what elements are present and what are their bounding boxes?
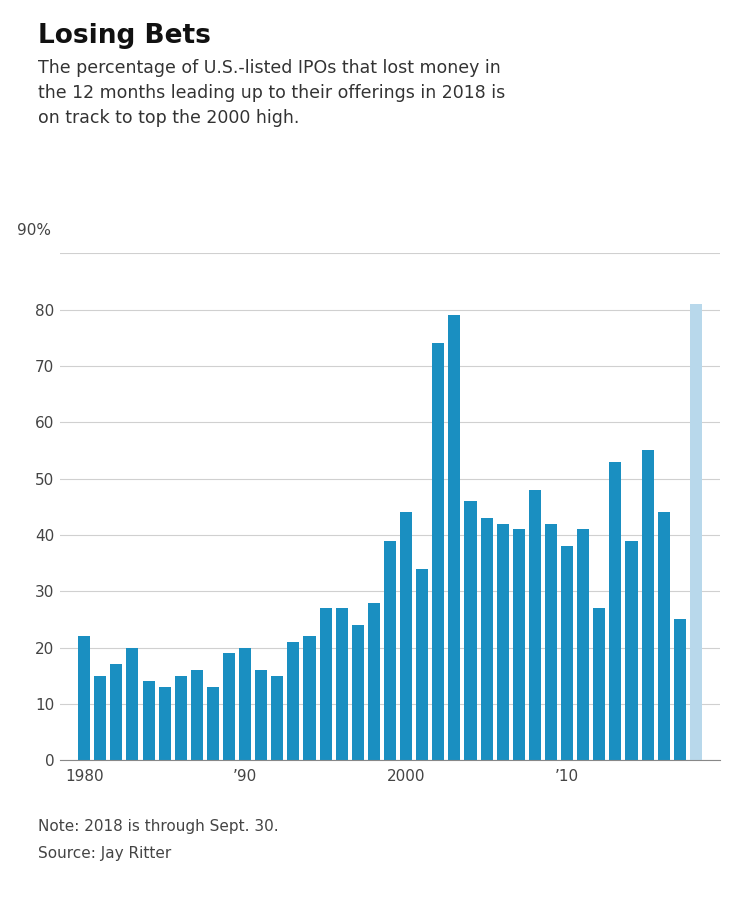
Bar [239, 648, 251, 760]
Bar [578, 529, 590, 760]
Bar [513, 529, 525, 760]
Bar [481, 518, 493, 760]
Text: 90%: 90% [17, 224, 51, 238]
Text: Note: 2018 is through Sept. 30.: Note: 2018 is through Sept. 30. [38, 819, 278, 834]
Bar [626, 540, 638, 760]
Bar [529, 490, 541, 760]
Bar [94, 676, 106, 760]
Bar [545, 524, 557, 760]
Bar [432, 344, 444, 760]
Bar [641, 451, 653, 760]
Text: The percentage of U.S.-listed IPOs that lost money in
the 12 months leading up t: The percentage of U.S.-listed IPOs that … [38, 59, 505, 127]
Bar [175, 676, 187, 760]
Bar [255, 670, 267, 760]
Bar [464, 501, 476, 760]
Bar [142, 681, 154, 760]
Bar [352, 625, 364, 760]
Bar [190, 670, 202, 760]
Bar [658, 512, 670, 760]
Bar [496, 524, 508, 760]
Bar [384, 540, 396, 760]
Bar [448, 315, 460, 760]
Bar [127, 648, 139, 760]
Bar [561, 547, 573, 760]
Bar [304, 636, 316, 760]
Bar [287, 642, 299, 760]
Bar [158, 687, 171, 760]
Bar [110, 664, 122, 760]
Bar [609, 462, 622, 760]
Bar [223, 653, 235, 760]
Bar [593, 608, 605, 760]
Bar [207, 687, 219, 760]
Text: Losing Bets: Losing Bets [38, 23, 210, 49]
Bar [336, 608, 348, 760]
Bar [368, 603, 380, 760]
Bar [674, 619, 686, 760]
Bar [78, 636, 90, 760]
Bar [400, 512, 412, 760]
Bar [272, 676, 284, 760]
Text: Source: Jay Ritter: Source: Jay Ritter [38, 846, 171, 862]
Bar [690, 304, 702, 760]
Bar [416, 568, 428, 760]
Bar [320, 608, 332, 760]
